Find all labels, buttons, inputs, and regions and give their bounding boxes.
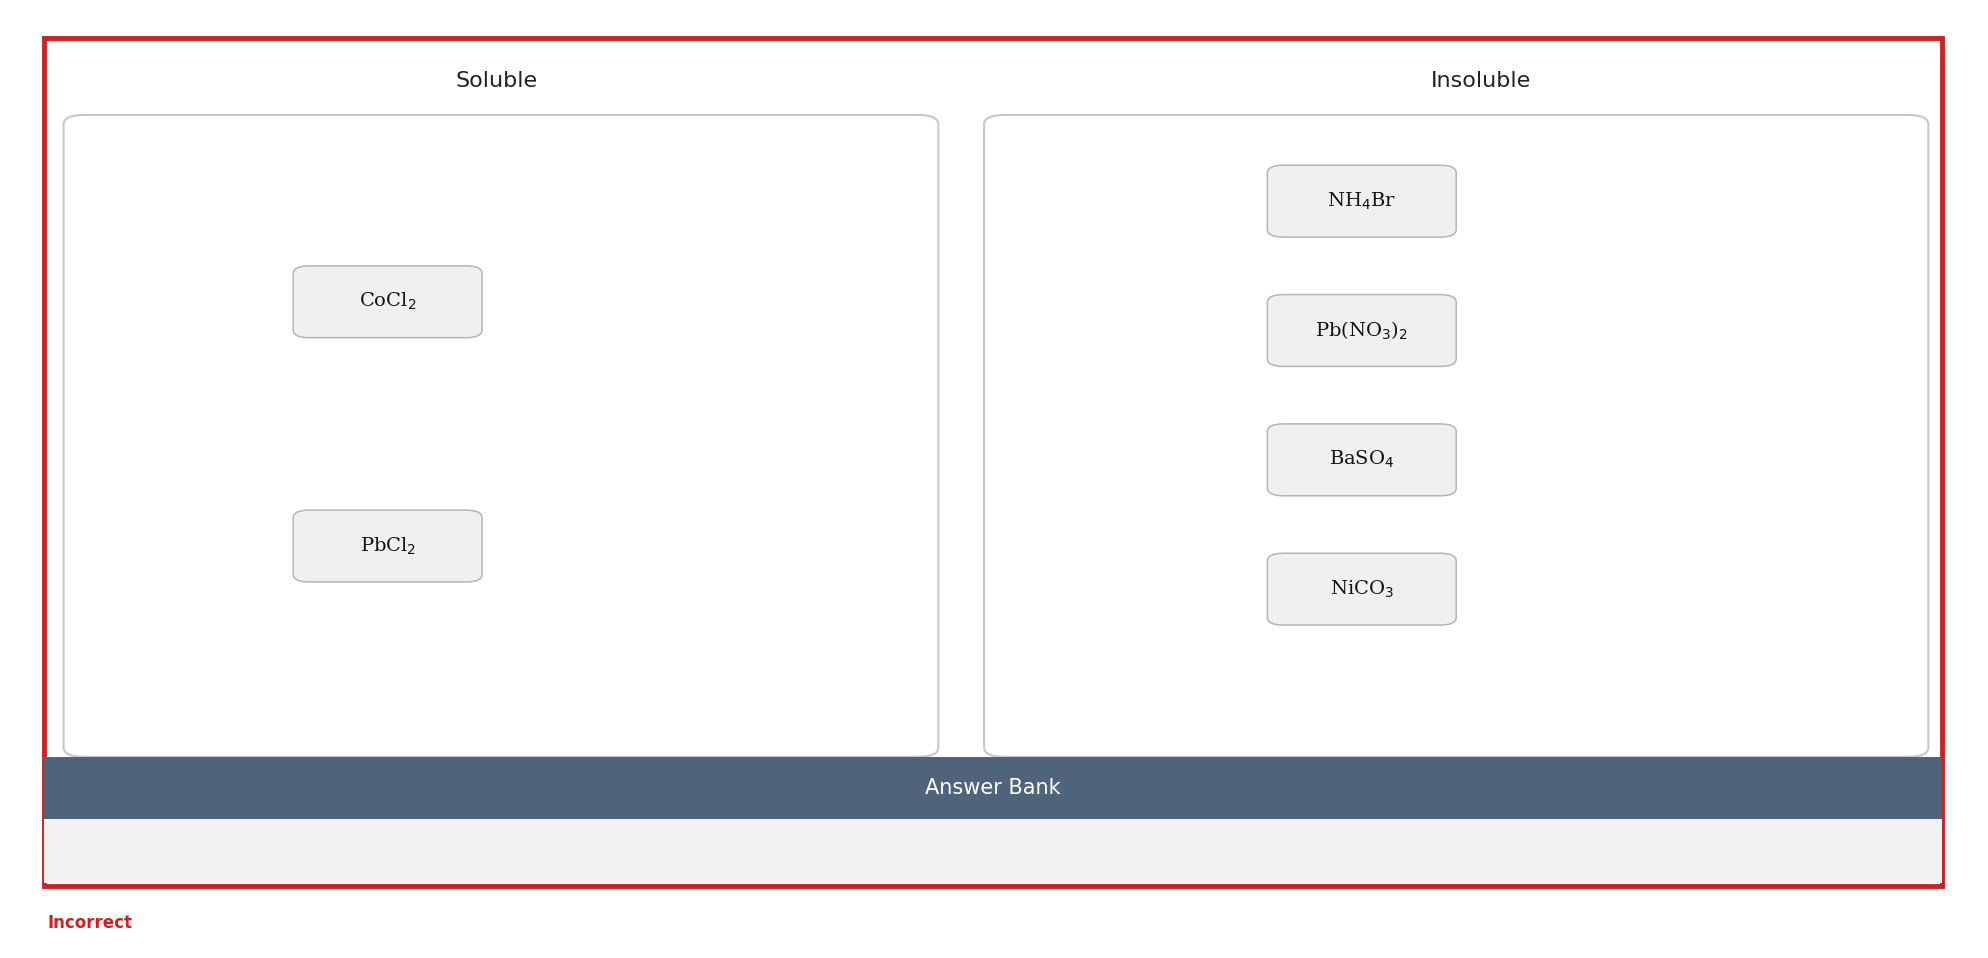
Text: BaSO$_4$: BaSO$_4$ xyxy=(1330,449,1394,470)
Text: PbCl$_2$: PbCl$_2$ xyxy=(360,536,415,557)
FancyBboxPatch shape xyxy=(1268,166,1455,237)
Text: CoCl$_2$: CoCl$_2$ xyxy=(360,291,415,312)
Text: Incorrect: Incorrect xyxy=(48,914,133,931)
FancyBboxPatch shape xyxy=(294,510,483,582)
Text: Answer Bank: Answer Bank xyxy=(924,778,1062,798)
Text: NiCO$_3$: NiCO$_3$ xyxy=(1330,579,1394,600)
FancyBboxPatch shape xyxy=(44,818,1942,883)
FancyBboxPatch shape xyxy=(44,757,1942,819)
FancyBboxPatch shape xyxy=(1268,423,1455,496)
FancyBboxPatch shape xyxy=(984,115,1928,757)
FancyBboxPatch shape xyxy=(44,38,1942,886)
Text: Soluble: Soluble xyxy=(455,72,539,91)
Text: Pb(NO$_3$)$_2$: Pb(NO$_3$)$_2$ xyxy=(1316,319,1408,342)
FancyBboxPatch shape xyxy=(294,265,483,338)
Text: NH$_4$Br: NH$_4$Br xyxy=(1328,191,1396,212)
FancyBboxPatch shape xyxy=(64,115,938,757)
FancyBboxPatch shape xyxy=(1268,554,1455,626)
FancyBboxPatch shape xyxy=(1268,295,1455,366)
Text: Insoluble: Insoluble xyxy=(1431,72,1531,91)
